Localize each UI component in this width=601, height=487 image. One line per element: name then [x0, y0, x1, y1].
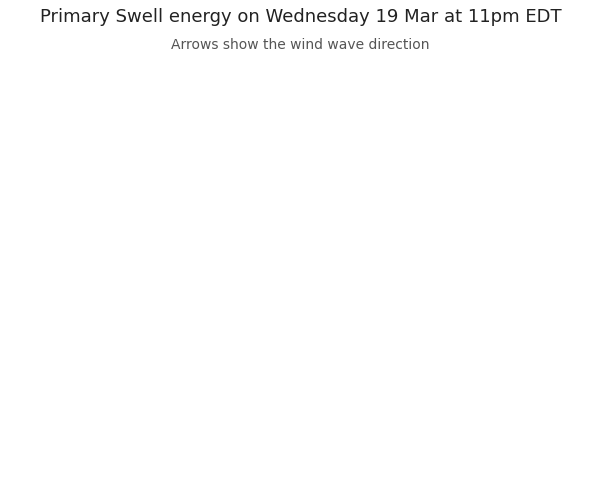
- Text: Arrows show the wind wave direction: Arrows show the wind wave direction: [171, 38, 430, 52]
- Text: cartopy not available: cartopy not available: [197, 262, 404, 281]
- Text: Primary Swell energy on Wednesday 19 Mar at 11pm EDT: Primary Swell energy on Wednesday 19 Mar…: [40, 8, 561, 26]
